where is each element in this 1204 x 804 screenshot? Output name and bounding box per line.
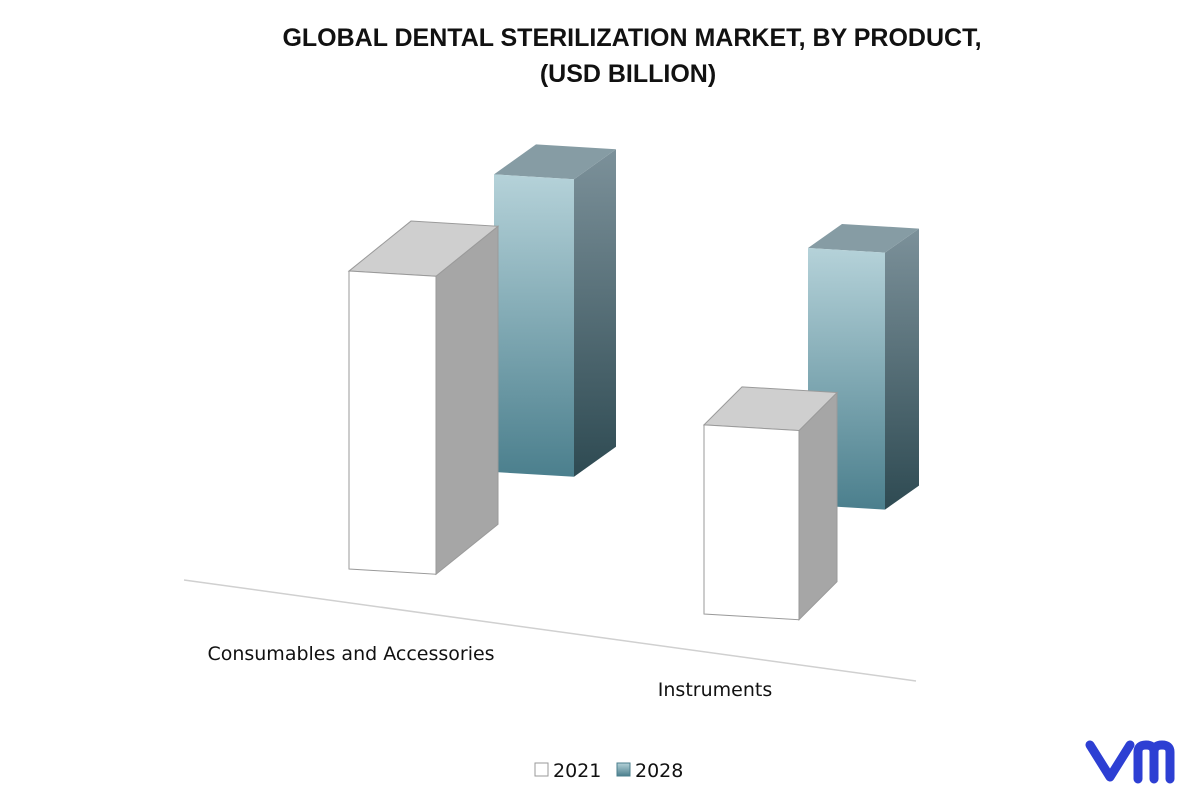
bar-side-face <box>435 225 499 576</box>
bar-side-face <box>798 391 838 621</box>
chart-floor-line <box>183 579 917 682</box>
bar-side-face <box>574 149 616 477</box>
legend-swatch-2028 <box>616 762 631 777</box>
bar-top-face <box>494 144 616 180</box>
chart-title-line-1: GLOBAL DENTAL STERILIZATION MARKET, BY P… <box>282 24 981 52</box>
bar-front-face <box>703 424 800 621</box>
category-label-instruments: Instruments <box>658 679 772 701</box>
bar-side-face <box>885 228 919 510</box>
chart-title-line-2: (USD BILLION) <box>540 60 716 88</box>
legend-swatch-2021 <box>534 762 549 777</box>
vmr-logo-mark-2 <box>1133 740 1175 784</box>
bar-front-face <box>348 270 437 575</box>
legend-label-2021: 2021 <box>553 760 601 782</box>
vmr-logo-mark <box>1085 740 1135 782</box>
bar-2021-consumables <box>347 220 500 576</box>
legend-label-2028: 2028 <box>635 760 683 782</box>
bars-group <box>347 144 919 621</box>
bar-top-face <box>808 223 919 253</box>
bar-2021-instruments <box>702 386 839 621</box>
bar-2028-consumables <box>494 144 616 477</box>
category-label-consumables: Consumables and Accessories <box>207 643 494 665</box>
vmr-logo <box>1085 740 1175 784</box>
bar-front-face <box>494 174 574 477</box>
